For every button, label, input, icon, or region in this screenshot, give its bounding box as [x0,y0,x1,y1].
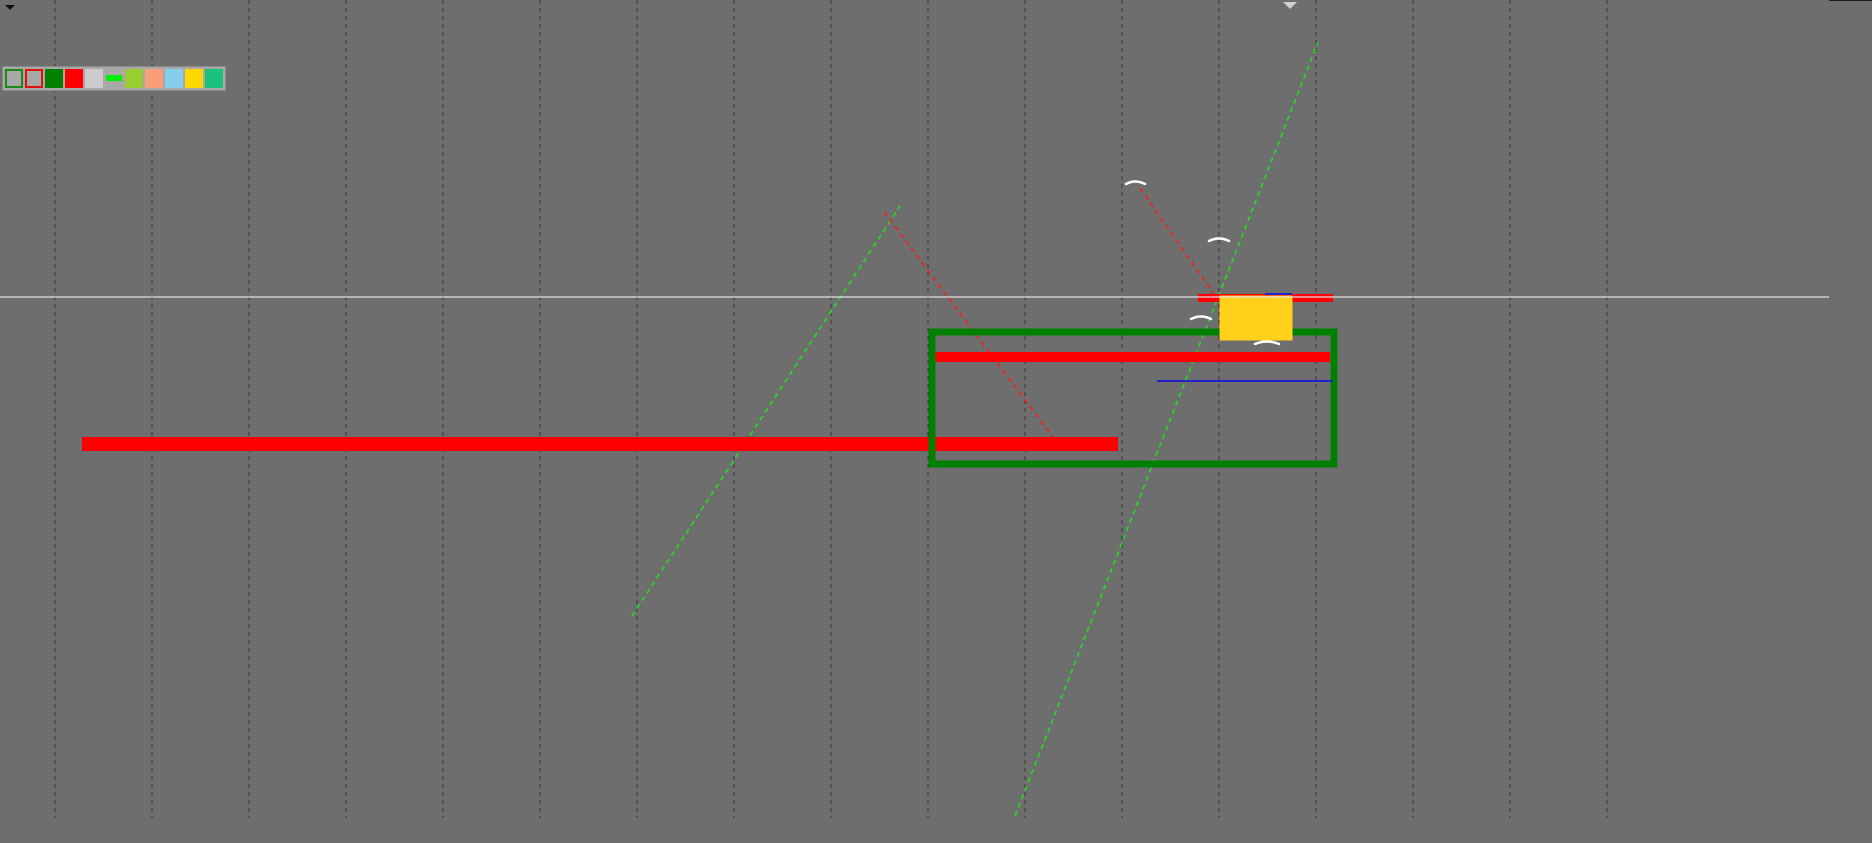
consolidation-rectangle [1219,295,1293,341]
upper-resistance-band [932,352,1330,362]
swatch-sky-blue[interactable] [165,69,183,88]
swatch-green-outline[interactable] [5,69,23,88]
current-price-box [1829,0,1872,1]
buy-zone-rectangle [928,328,1338,468]
marker-arc-2 [1207,237,1231,243]
lower-support-band [82,437,1118,451]
uptrend-line-main [1014,41,1319,817]
downtrend-line-right [1139,187,1219,301]
symbol-header [0,0,1872,14]
swatch-dark-green[interactable] [45,69,63,88]
marker-arc-4 [1253,340,1281,346]
chart-arrow-marker-icon [1283,2,1297,9]
swatch-yellow-green[interactable] [125,69,143,88]
marker-arc-1 [1124,180,1147,186]
time-axis[interactable] [0,818,1829,843]
marker-arc-3 [1189,315,1213,321]
swatch-salmon[interactable] [145,69,163,88]
swatch-bright-green-bar[interactable] [105,69,123,88]
swatch-red-outline[interactable] [25,69,43,88]
uptrend-line-mid [631,205,901,617]
swatch-gold[interactable] [185,69,203,88]
triangle-down-icon[interactable] [5,4,15,10]
price-axis[interactable] [1829,0,1872,818]
color-palette-toolbar[interactable] [2,66,226,91]
chart-plot-area[interactable] [0,0,1829,818]
downtrend-line-mid [883,211,1056,441]
price-axis-scroll-thumb[interactable] [1820,0,1829,818]
swatch-red[interactable] [65,69,83,88]
swatch-light-gray[interactable] [85,69,103,88]
swatch-emerald[interactable] [205,69,223,88]
